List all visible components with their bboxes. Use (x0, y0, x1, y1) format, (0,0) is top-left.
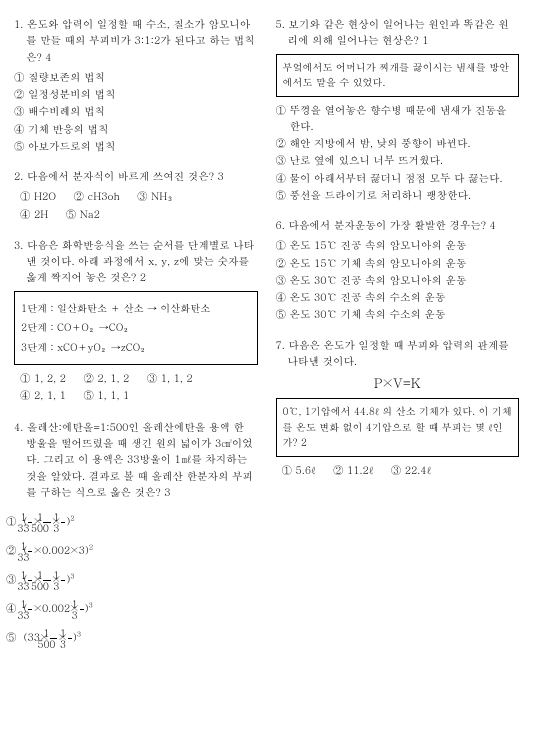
q7-stem: 7. 다음은 온도가 일정할 때 부피와 압력의 관계를 나타낸 것이다. (276, 337, 520, 370)
q1-opt-1: ① 질량보존의 법칙 (28, 69, 258, 85)
q5-opt-3: ③ 난로 옆에 있으니 너무 뜨거웠다. (290, 152, 520, 168)
q4-opt-5: ⑤ (33×1500×13)3 (14, 628, 258, 649)
q3-options: ① 1, 2, 2 ② 2, 1, 2 ③ 1, 1, 2 ④ 2, 1, 1 … (14, 370, 258, 405)
q2-stem: 2. 다음에서 분자식이 바르게 쓰여진 것은? 3 (14, 168, 258, 184)
q2-opt-3: ③ NH₃ (137, 188, 178, 204)
q2-opt-4: ④ 2H (20, 206, 48, 222)
q4-stem: 4. 올레산:에탄올=1:500인 올레산에탄올 용액 한 방울을 떨어뜨렸을 … (14, 419, 258, 500)
question-3: 3. 다음은 화학반응식을 쓰는 순서를 단계별로 나타낸 것이다. 아래 과정… (14, 237, 258, 405)
q3-box: 1단계 : 일산화탄소 ＋ 산소 → 이산화탄소 2단계 : CO＋O₂→CO₂… (14, 291, 258, 366)
q1-opt-2: ② 일정성분비의 법칙 (28, 86, 258, 102)
q2-opt-1: ① H2O (20, 188, 56, 204)
q3-opt-1: ① 1, 2, 2 (20, 370, 66, 386)
q5-opt-2: ② 해안 지방에서 밤, 낮의 풍향이 바뀐다. (290, 135, 520, 151)
q1-opt-3: ③ 배수비례의 법칙 (28, 103, 258, 119)
q4-opt-1: ① (133×1500×13)2 (14, 512, 258, 533)
q7-options: ① 5.6ℓ ② 11.2ℓ ③ 22.4ℓ (276, 462, 520, 479)
q7-formula: P×V=K (276, 373, 520, 393)
q4-opt2-label: ② (6, 542, 17, 557)
q6-opt-3: ③ 온도 30℃ 진공 속의 암모니아의 운동 (290, 272, 520, 288)
q1-opt-5: ⑤ 아보가드로의 법칙 (28, 138, 258, 154)
q5-options: ① 뚜껑을 열어놓은 향수병 때문에 냄새가 진동을 한다. ② 해안 지방에서… (276, 102, 520, 204)
question-6: 6. 다음에서 분자운동이 가장 활발한 경우는? 4 ① 온도 15℃ 진공 … (276, 217, 520, 323)
q4-opt5-label: ⑤ (6, 629, 17, 644)
q4-opt3-label: ③ (6, 571, 17, 586)
q3-opt-4: ④ 2, 1, 1 (20, 387, 66, 403)
q3-step1: 1단계 : 일산화탄소 ＋ 산소 → 이산화탄소 (21, 301, 251, 317)
q5-opt-4: ④ 물이 아래서부터 끓더니 점점 모두 다 끓는다. (290, 170, 520, 186)
q5-box: 부엌에서도 어머니가 찌개를 끓이시는 냄새를 방안에서도 맡을 수 있었다. (276, 54, 520, 97)
q1-stem: 1. 온도와 압력이 일정할 때 수소, 질소가 암모니아를 만들 때의 부피비… (14, 16, 258, 65)
q2-opt-2: ② cH3oh (74, 188, 120, 204)
q4-opt-2: ② (133×0.002×3)2 (14, 541, 258, 562)
q2-opt-5: ⑤ Na2 (66, 206, 100, 222)
q6-opt-5: ⑤ 온도 30℃ 기체 속의 수소의 운동 (290, 306, 520, 322)
q6-opt-1: ① 온도 15℃ 진공 속의 암모니아의 운동 (290, 237, 520, 253)
question-7: 7. 다음은 온도가 일정할 때 부피와 압력의 관계를 나타낸 것이다. P×… (276, 337, 520, 479)
q6-opt-2: ② 온도 15℃ 기체 속의 암모니아의 운동 (290, 255, 520, 271)
q3-stem: 3. 다음은 화학반응식을 쓰는 순서를 단계별로 나타낸 것이다. 아래 과정… (14, 237, 258, 286)
q7-opt-1: ① 5.6ℓ (282, 462, 316, 478)
q4-opt-4: ④ (133×0.002×13)3 (14, 599, 258, 620)
q7-opt-2: ② 11.2ℓ (333, 462, 373, 478)
q4-opt-3: ③ (133×1500×13)3 (14, 570, 258, 591)
q3-step2: 2단계 : CO＋O₂→CO₂ (21, 320, 251, 336)
q6-stem: 6. 다음에서 분자운동이 가장 활발한 경우는? 4 (276, 217, 520, 233)
question-1: 1. 온도와 압력이 일정할 때 수소, 질소가 암모니아를 만들 때의 부피비… (14, 16, 258, 154)
q2-options: ① H2O ② cH3oh ③ NH₃ ④ 2H ⑤ Na2 (14, 188, 258, 223)
q6-opt-4: ④ 온도 30℃ 진공 속의 수소의 운동 (290, 289, 520, 305)
q3-opt-3: ③ 1, 1, 2 (147, 370, 193, 386)
q1-options: ① 질량보존의 법칙 ② 일정성분비의 법칙 ③ 배수비례의 법칙 ④ 기체 반… (14, 69, 258, 154)
q7-opt-3: ③ 22.4ℓ (391, 462, 431, 478)
question-2: 2. 다음에서 분자식이 바르게 쓰여진 것은? 3 ① H2O ② cH3oh… (14, 168, 258, 223)
q5-opt-1: ① 뚜껑을 열어놓은 향수병 때문에 냄새가 진동을 한다. (290, 102, 520, 135)
q5-stem: 5. 보기와 같은 현상이 일어나는 원인과 똑같은 원리에 의해 일어나는 현… (276, 16, 520, 49)
q3-step3: 3단계 : xCO＋yO₂→zCO₂ (21, 340, 251, 356)
question-5: 5. 보기와 같은 현상이 일어나는 원인과 똑같은 원리에 의해 일어나는 현… (276, 16, 520, 203)
q1-opt-4: ④ 기체 반응의 법칙 (28, 121, 258, 137)
question-4: 4. 올레산:에탄올=1:500인 올레산에탄올 용액 한 방울을 떨어뜨렸을 … (14, 419, 258, 649)
q3-opt-2: ② 2, 1, 2 (83, 370, 129, 386)
q5-opt-5: ⑤ 풍선을 드라이기로 처리하니 팽창한다. (290, 187, 520, 203)
q4-opt1-label: ① (6, 513, 17, 528)
q3-opt-5: ⑤ 1, 1, 1 (83, 387, 129, 403)
q6-options: ① 온도 15℃ 진공 속의 암모니아의 운동 ② 온도 15℃ 기체 속의 암… (276, 237, 520, 322)
q4-opt4-label: ④ (6, 600, 17, 615)
q7-box: 0℃, 1기압에서 44.8ℓ 의 산소 기체가 있다. 이 기체를 온도 변화… (276, 398, 520, 457)
